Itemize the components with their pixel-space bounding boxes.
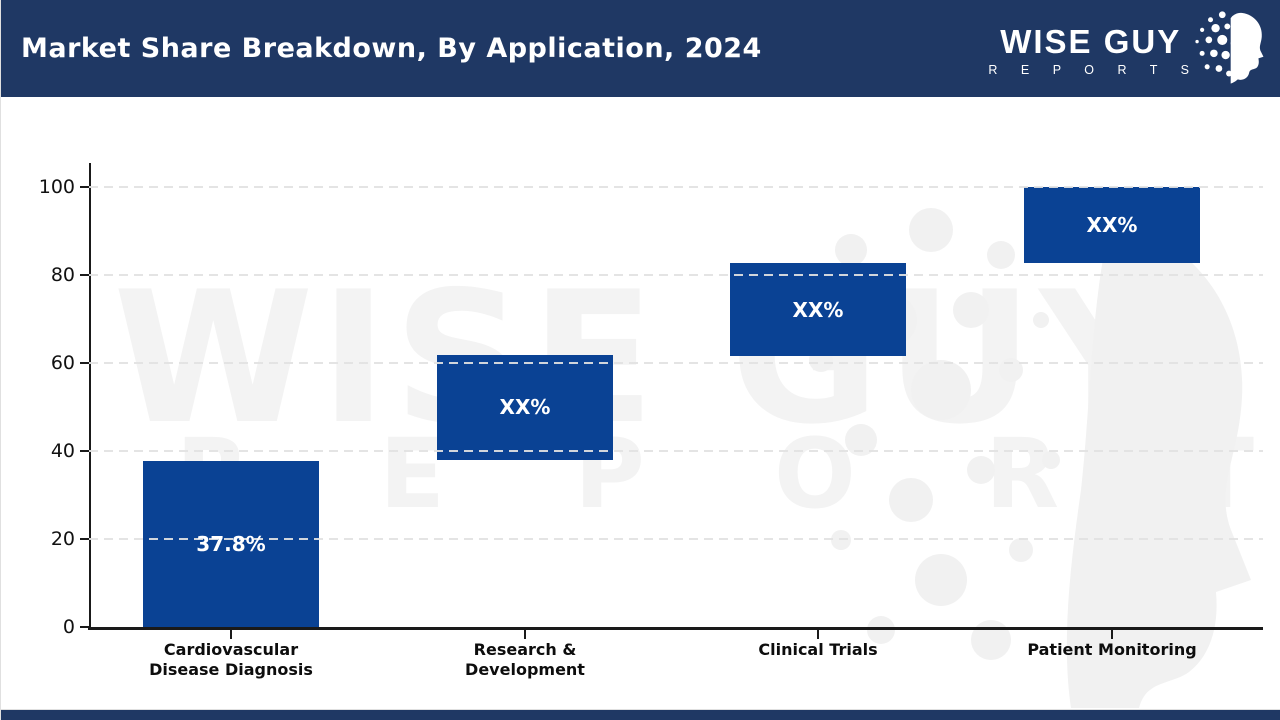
chart-bar — [1024, 187, 1200, 264]
bar-value-label: 37.8% — [196, 531, 266, 556]
y-tick-label: 20 — [50, 528, 75, 550]
watermark-text-line1: WISE GUY — [113, 252, 1178, 464]
y-gridline — [89, 362, 1263, 364]
x-tick-mark — [230, 630, 232, 639]
y-tick-label: 40 — [50, 440, 75, 462]
category-label: Patient Monitoring — [1027, 640, 1197, 659]
x-tick-mark — [524, 630, 526, 639]
y-gridline — [89, 186, 1263, 188]
y-tick-mark — [80, 450, 89, 452]
header-bar: Market Share Breakdown, By Application, … — [1, 0, 1280, 97]
category-label: Cardiovascular Disease Diagnosis — [149, 640, 313, 679]
y-tick-mark — [80, 274, 89, 276]
chart-bar — [437, 355, 613, 460]
brand-logo-text: WISE GUY R E P O R T S — [982, 23, 1199, 77]
y-tick-mark — [80, 186, 89, 188]
x-axis — [88, 627, 1263, 630]
brand-logo: WISE GUY R E P O R T S — [982, 6, 1271, 94]
footer-bar — [1, 709, 1280, 720]
y-tick-label: 100 — [38, 176, 75, 198]
wise-guy-face-icon — [1195, 11, 1264, 84]
chart-bar — [730, 263, 906, 356]
chart-bar — [143, 460, 319, 627]
bar-value-label: XX% — [792, 297, 844, 322]
y-gridline — [89, 450, 1263, 452]
y-tick-mark — [80, 538, 89, 540]
category-label: Clinical Trials — [758, 640, 878, 659]
y-tick-mark — [80, 626, 89, 628]
y-tick-label: 0 — [62, 616, 75, 638]
bar-value-label: XX% — [1086, 213, 1138, 238]
y-tick-mark — [80, 362, 89, 364]
brand-subtitle: R E P O R T S — [988, 63, 1199, 77]
category-label: Research & Development — [465, 640, 585, 679]
page-title: Market Share Breakdown, By Application, … — [21, 33, 762, 64]
y-axis — [89, 163, 91, 629]
x-tick-mark — [817, 630, 819, 639]
y-tick-label: 80 — [50, 264, 75, 286]
y-tick-label: 60 — [50, 352, 75, 374]
x-tick-mark — [1111, 630, 1113, 639]
y-gridline — [89, 538, 1263, 540]
bar-value-label: XX% — [499, 395, 551, 420]
y-gridline — [89, 274, 1263, 276]
watermark-face-dots — [809, 208, 1251, 708]
brand-name: WISE GUY — [1000, 23, 1182, 60]
